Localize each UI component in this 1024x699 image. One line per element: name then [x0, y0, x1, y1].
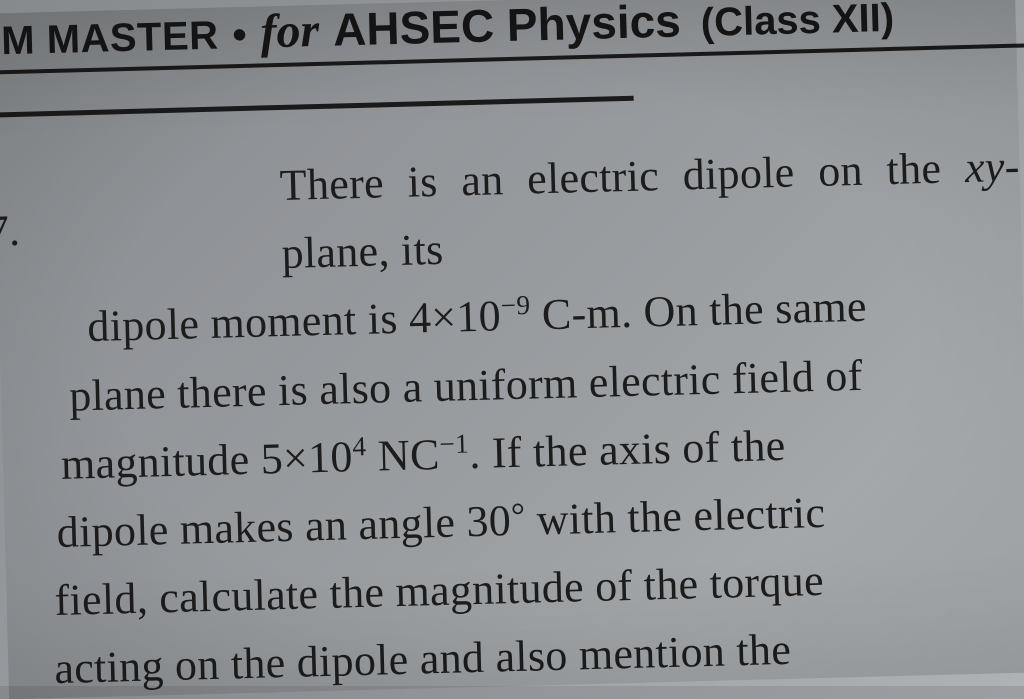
question-line-1: There is an electric dipole on the xy-pl… [279, 133, 1022, 289]
header-rule-bottom [0, 96, 634, 119]
text: C-m. On the same [530, 282, 867, 340]
header-bullet: • [232, 13, 247, 58]
text: dipole makes an angle 30 [56, 496, 512, 557]
header-for: for [260, 3, 320, 60]
text: magnitude 5×10 [60, 432, 353, 489]
question-block: 57. There is an electric dipole on the x… [0, 132, 1024, 699]
text: with the electric [525, 488, 826, 545]
xy-var: xy [964, 142, 1005, 192]
question-text: There is an electric dipole on the xy-pl… [39, 133, 1024, 699]
header-master: AM MASTER [0, 14, 219, 65]
text: NC [366, 430, 440, 481]
question-number: 57. [0, 158, 41, 254]
text: There is an electric dipole on the [279, 143, 965, 210]
degree-symbol: ° [510, 496, 525, 535]
page: AM MASTER • for AHSEC Physics (Class XII… [0, 0, 1024, 699]
header-class: (Class XII) [700, 0, 895, 46]
text: dipole moment is 4×10 [87, 292, 502, 352]
header-ahsec: AHSEC Physics [332, 0, 681, 57]
exponent: 4 [352, 431, 367, 461]
exponent: −9 [500, 290, 530, 321]
exponent: −1 [439, 428, 469, 459]
text: . If the axis of the [469, 421, 787, 478]
